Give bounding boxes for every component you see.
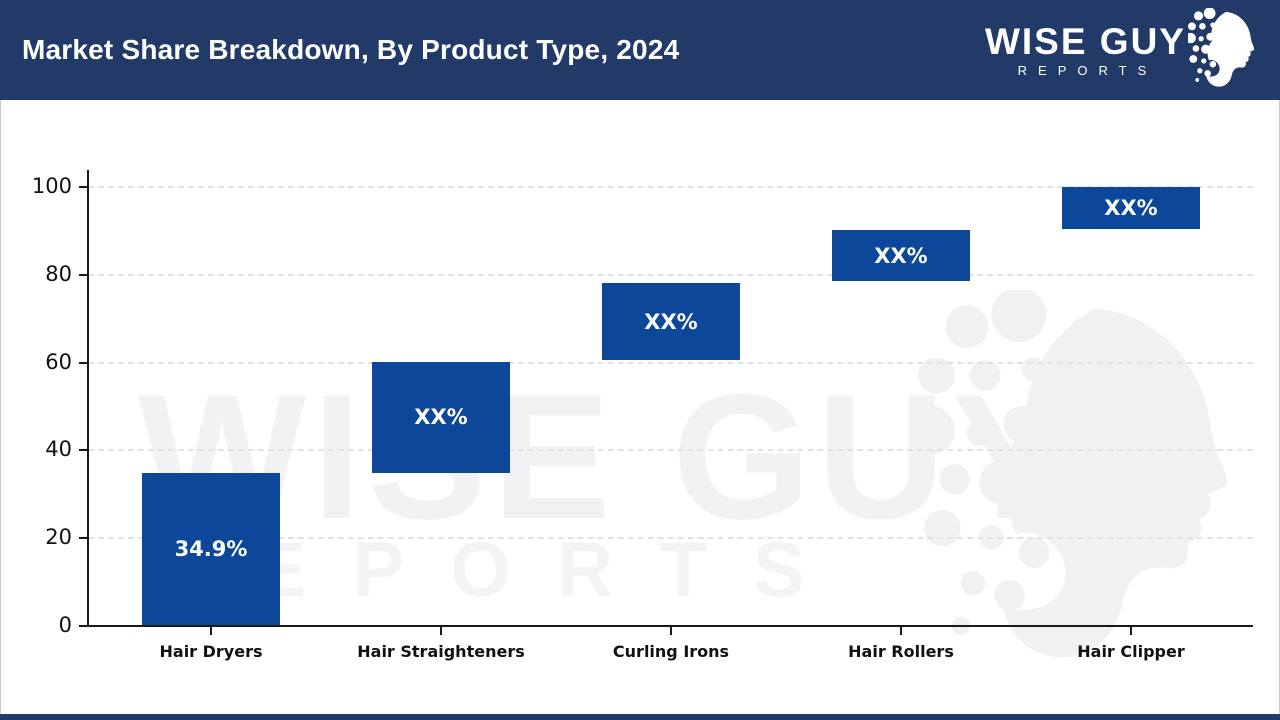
- y-tick-mark: [79, 361, 87, 364]
- brand-logo: WISE GUY REPORTS: [985, 7, 1260, 93]
- waterfall-bar: 34.9%: [142, 472, 280, 626]
- bar-value-label: 34.9%: [174, 537, 248, 562]
- y-gridline: [88, 537, 1253, 540]
- y-tick-label: 40: [45, 437, 72, 462]
- waterfall-bar: XX%: [602, 282, 740, 361]
- y-axis-line: [87, 170, 89, 627]
- bar-value-label: XX%: [414, 405, 468, 430]
- x-category-label: Curling Irons: [612, 642, 730, 661]
- bar-value-label: XX%: [874, 243, 928, 268]
- y-tick-label: 60: [45, 349, 72, 374]
- y-tick-label: 100: [31, 174, 72, 198]
- header-bar: Market Share Breakdown, By Product Type,…: [0, 0, 1280, 100]
- x-category-label: Hair Rollers: [848, 642, 954, 661]
- x-tick-mark: [1130, 627, 1132, 635]
- brand-subtitle: REPORTS: [1017, 62, 1158, 78]
- y-gridline: [88, 361, 1253, 364]
- brand-logo-text: WISE GUY REPORTS: [985, 23, 1186, 78]
- x-tick-mark: [670, 627, 672, 635]
- waterfall-chart: WISE GUY REPORTS 0 20 40 60 80 100 34.9% Hair D…: [0, 100, 1280, 714]
- x-axis-line: [87, 625, 1253, 627]
- watermark-text-1: WISE GUY: [138, 357, 1077, 556]
- y-tick-mark: [79, 186, 87, 188]
- page-title: Market Share Breakdown, By Product Type,…: [22, 34, 680, 65]
- y-tick-label: 80: [45, 261, 72, 286]
- y-tick-mark: [79, 625, 87, 627]
- x-category-label: Hair Clipper: [1077, 642, 1185, 661]
- x-category-label: Hair Dryers: [159, 642, 263, 661]
- waterfall-bar: XX%: [1062, 187, 1200, 229]
- y-gridline: [88, 449, 1253, 452]
- y-gridline: [88, 186, 1253, 188]
- footer-bar: [0, 714, 1280, 720]
- x-tick-mark: [440, 627, 442, 635]
- y-gridline: [88, 273, 1253, 276]
- dotted-face-watermark: [918, 290, 1227, 658]
- y-tick-mark: [79, 273, 87, 276]
- y-tick-label: 20: [45, 525, 72, 550]
- x-tick-mark: [210, 627, 212, 635]
- bar-value-label: XX%: [644, 309, 698, 334]
- bar-value-label: XX%: [1104, 195, 1158, 220]
- y-tick-label: 0: [58, 613, 72, 637]
- dotted-face-logo-icon: [1188, 7, 1255, 87]
- y-tick-mark: [79, 537, 87, 540]
- x-category-label: Hair Straighteners: [357, 642, 525, 661]
- y-tick-mark: [79, 449, 87, 452]
- brand-name: WISE GUY: [984, 20, 1186, 62]
- waterfall-bar: XX%: [832, 230, 970, 282]
- waterfall-bar: XX%: [372, 361, 510, 473]
- x-tick-mark: [900, 627, 902, 635]
